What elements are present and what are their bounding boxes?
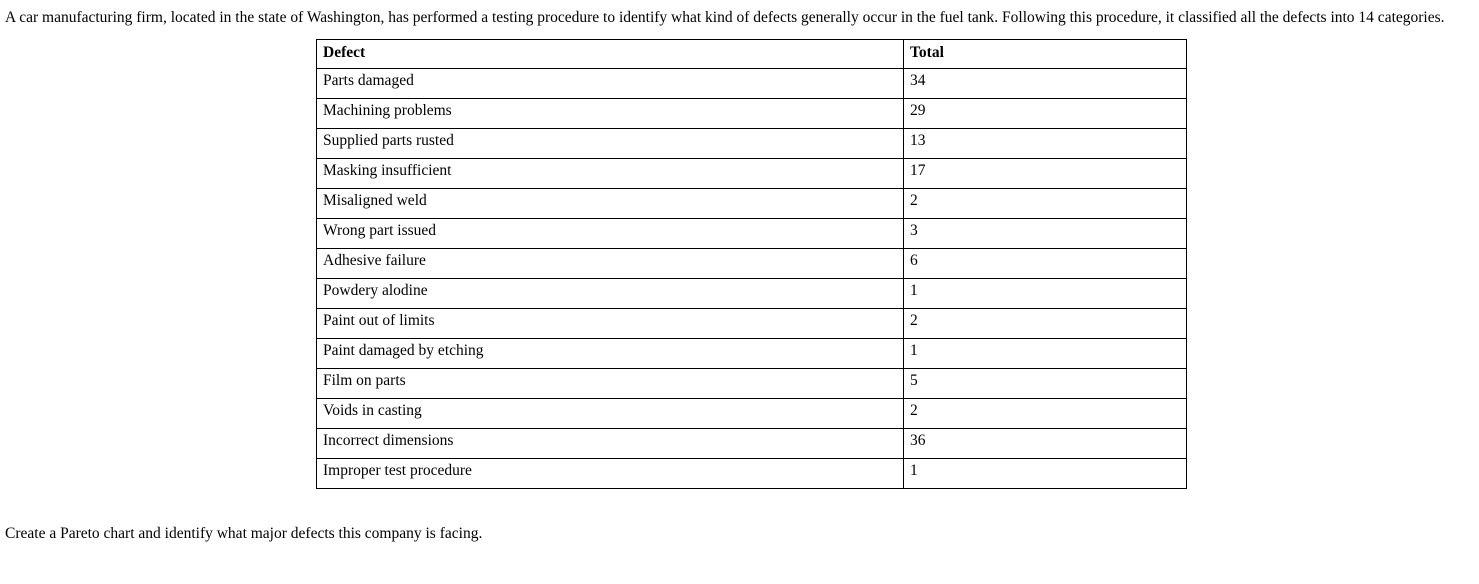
- defect-cell: Improper test procedure: [316, 458, 904, 489]
- total-cell: 17: [903, 158, 1187, 189]
- defect-cell: Parts damaged: [316, 68, 904, 99]
- task-instruction: Create a Pareto chart and identify what …: [5, 525, 483, 542]
- table-row: Incorrect dimensions 36: [316, 428, 1187, 459]
- defect-cell: Voids in casting: [316, 398, 904, 429]
- total-cell: 1: [903, 278, 1187, 309]
- column-header-defect: Defect: [316, 39, 904, 69]
- total-cell: 36: [903, 428, 1187, 459]
- table-row: Wrong part issued 3: [316, 218, 1187, 249]
- total-cell: 2: [903, 308, 1187, 339]
- table-row: Paint out of limits 2: [316, 308, 1187, 339]
- total-cell: 2: [903, 398, 1187, 429]
- table-row: Misaligned weld 2: [316, 188, 1187, 219]
- table-body: Parts damaged 34 Machining problems 29 S…: [316, 68, 1187, 489]
- defect-cell: Supplied parts rusted: [316, 128, 904, 159]
- defect-cell: Misaligned weld: [316, 188, 904, 219]
- table-header-row: Defect Total: [316, 39, 1187, 69]
- total-cell: 1: [903, 338, 1187, 369]
- defect-cell: Adhesive failure: [316, 248, 904, 279]
- table-row: Adhesive failure 6: [316, 248, 1187, 279]
- total-cell: 13: [903, 128, 1187, 159]
- defect-cell: Masking insufficient: [316, 158, 904, 189]
- defects-table-container: Defect Total Parts damaged 34 Machining …: [316, 39, 1474, 489]
- total-cell: 3: [903, 218, 1187, 249]
- column-header-total: Total: [903, 39, 1187, 69]
- defect-cell: Wrong part issued: [316, 218, 904, 249]
- table-row: Improper test procedure 1: [316, 458, 1187, 489]
- total-cell: 34: [903, 68, 1187, 99]
- table-row: Parts damaged 34: [316, 68, 1187, 99]
- defect-cell: Powdery alodine: [316, 278, 904, 309]
- table-row: Powdery alodine 1: [316, 278, 1187, 309]
- total-cell: 29: [903, 98, 1187, 129]
- problem-statement: A car manufacturing firm, located in the…: [5, 9, 1445, 26]
- defect-cell: Film on parts: [316, 368, 904, 399]
- total-cell: 1: [903, 458, 1187, 489]
- total-cell: 5: [903, 368, 1187, 399]
- table-row: Machining problems 29: [316, 98, 1187, 129]
- defects-table: Defect Total Parts damaged 34 Machining …: [316, 39, 1187, 489]
- defect-cell: Incorrect dimensions: [316, 428, 904, 459]
- table-row: Masking insufficient 17: [316, 158, 1187, 189]
- table-row: Supplied parts rusted 13: [316, 128, 1187, 159]
- total-cell: 2: [903, 188, 1187, 219]
- table-row: Voids in casting 2: [316, 398, 1187, 429]
- total-cell: 6: [903, 248, 1187, 279]
- table-row: Film on parts 5: [316, 368, 1187, 399]
- defect-cell: Machining problems: [316, 98, 904, 129]
- defect-cell: Paint damaged by etching: [316, 338, 904, 369]
- defect-cell: Paint out of limits: [316, 308, 904, 339]
- table-row: Paint damaged by etching 1: [316, 338, 1187, 369]
